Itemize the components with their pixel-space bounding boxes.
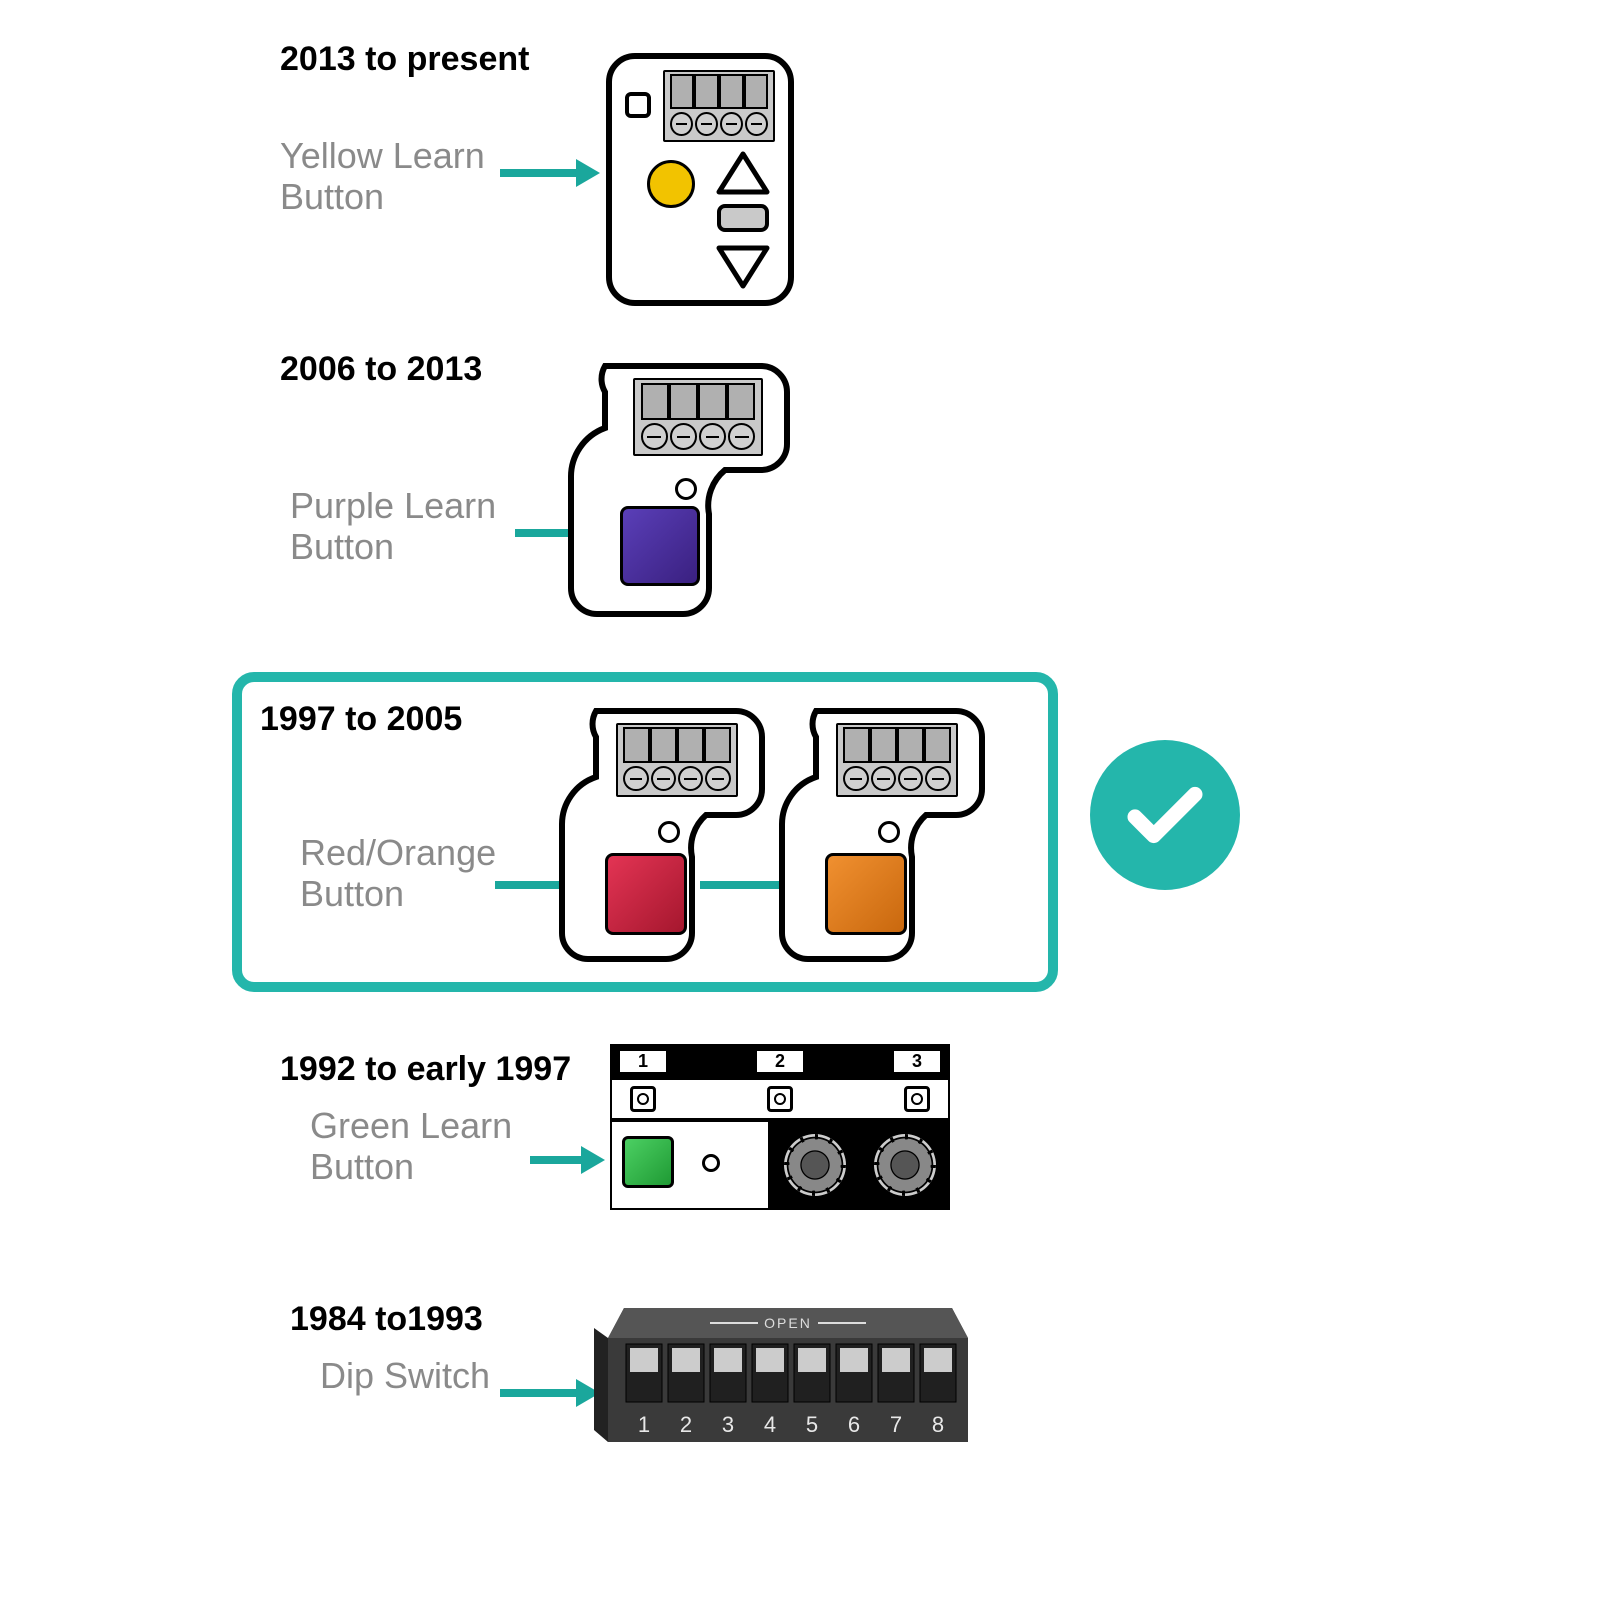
row-2006: 2006 to 2013 Purple Learn Button <box>0 350 1600 630</box>
label-1992: Green Learn Button <box>310 1105 512 1188</box>
learn-button-purple <box>620 506 700 586</box>
opener-panel-1992: 1 2 3 <box>610 1044 950 1224</box>
dial-icon <box>874 1134 936 1196</box>
learn-button-red <box>605 853 687 935</box>
title-2006: 2006 to 2013 <box>280 350 482 389</box>
svg-text:6: 6 <box>848 1412 860 1437</box>
learn-button-green <box>622 1136 674 1188</box>
svg-text:8: 8 <box>932 1412 944 1437</box>
row-2013: 2013 to present Yellow Learn Button <box>0 40 1600 300</box>
arrow-icon <box>530 1155 605 1165</box>
opener-panel-2013 <box>605 52 795 307</box>
svg-text:2: 2 <box>680 1412 692 1437</box>
arrow-icon <box>500 1388 600 1398</box>
title-1997: 1997 to 2005 <box>260 700 462 739</box>
title-2013: 2013 to present <box>280 40 529 79</box>
label-2006: Purple Learn Button <box>290 485 496 568</box>
terminal-label: 3 <box>894 1051 940 1072</box>
dial-icon <box>784 1134 846 1196</box>
row-1984: 1984 to1993 Dip Switch OPEN <box>0 1300 1600 1500</box>
svg-text:3: 3 <box>722 1412 734 1437</box>
terminal-label: 2 <box>757 1051 803 1072</box>
label-1984: Dip Switch <box>320 1355 490 1396</box>
svg-text:5: 5 <box>806 1412 818 1437</box>
learn-button-orange <box>825 853 907 935</box>
label-1997: Red/Orange Button <box>300 832 496 915</box>
row-1992: 1992 to early 1997 Green Learn Button 1 … <box>0 1050 1600 1260</box>
opener-panel-2006 <box>555 360 795 620</box>
title-1984: 1984 to1993 <box>290 1300 483 1339</box>
label-2013: Yellow Learn Button <box>280 135 485 218</box>
opener-panel-orange <box>770 705 990 965</box>
row-1997: 1997 to 2005 Red/Orange Button <box>0 690 1600 980</box>
learn-button-yellow <box>647 160 695 208</box>
svg-text:4: 4 <box>764 1412 776 1437</box>
svg-text:7: 7 <box>890 1412 902 1437</box>
dip-switch: OPEN 1 2 3 4 5 6 7 8 <box>590 1292 970 1462</box>
arrow-icon <box>500 168 600 178</box>
dip-open-label: OPEN <box>764 1315 812 1331</box>
opener-panel-red <box>550 705 770 965</box>
terminal-label: 1 <box>620 1051 666 1072</box>
title-1992: 1992 to early 1997 <box>280 1050 571 1089</box>
svg-text:1: 1 <box>638 1412 650 1437</box>
